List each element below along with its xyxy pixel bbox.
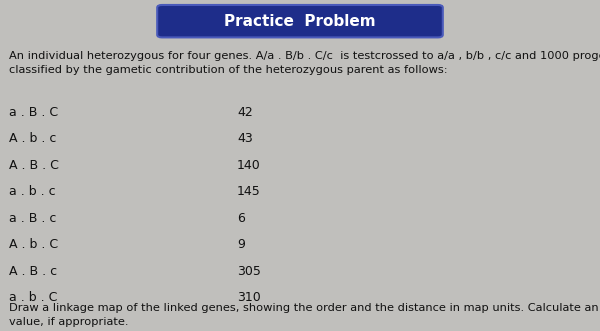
- FancyBboxPatch shape: [157, 5, 443, 37]
- Text: Practice  Problem: Practice Problem: [224, 14, 376, 29]
- Text: 9: 9: [237, 238, 245, 251]
- Text: A . B . C: A . B . C: [9, 159, 59, 172]
- Text: a . B . C: a . B . C: [9, 106, 58, 119]
- Text: 305: 305: [237, 265, 261, 278]
- Text: 6: 6: [237, 212, 245, 225]
- Text: 42: 42: [237, 106, 253, 119]
- Text: An individual heterozygous for four genes. A/a . B/b . C/c  is testcrossed to a/: An individual heterozygous for four gene…: [9, 51, 600, 75]
- Text: a . B . c: a . B . c: [9, 212, 56, 225]
- Text: 140: 140: [237, 159, 261, 172]
- Text: a . b . c: a . b . c: [9, 185, 56, 198]
- Text: Draw a linkage map of the linked genes, showing the order and the distance in ma: Draw a linkage map of the linked genes, …: [9, 303, 600, 327]
- Text: 145: 145: [237, 185, 261, 198]
- Text: 43: 43: [237, 132, 253, 145]
- Text: A . B . c: A . B . c: [9, 265, 57, 278]
- Text: a . b . C: a . b . C: [9, 291, 58, 304]
- Text: 310: 310: [237, 291, 261, 304]
- Text: A . b . C: A . b . C: [9, 238, 58, 251]
- Text: A . b . c: A . b . c: [9, 132, 56, 145]
